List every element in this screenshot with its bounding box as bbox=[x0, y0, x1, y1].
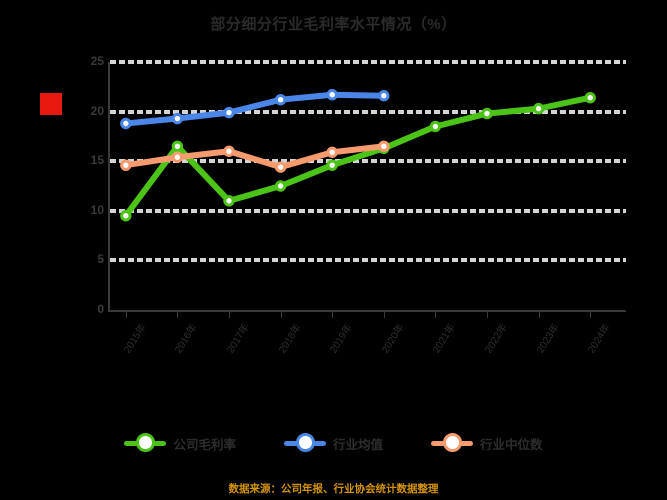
x-axis-tick-mark bbox=[538, 312, 540, 318]
highlight-marker bbox=[40, 93, 62, 115]
legend-label: 公司毛利率 bbox=[173, 437, 236, 452]
x-axis-tick-mark bbox=[383, 312, 385, 318]
gridline bbox=[110, 208, 626, 213]
circle-marker-green bbox=[124, 432, 167, 454]
legend-label: 行业均值 bbox=[332, 437, 383, 452]
x-axis-tick-mark bbox=[590, 312, 592, 318]
y-axis-tick-label: 0 bbox=[97, 302, 104, 316]
x-axis-tick-mark bbox=[487, 312, 488, 318]
y-axis-tick-label: 15 bbox=[90, 153, 104, 168]
chart-legend: 公司毛利率 行业均值 行业中位数 bbox=[0, 432, 667, 454]
legend-item-3[interactable]: 行业中位数 bbox=[431, 432, 543, 454]
legend-dot bbox=[295, 433, 315, 452]
gridline bbox=[110, 258, 626, 263]
y-axis-tick-label: 20 bbox=[90, 103, 104, 118]
legend-dot bbox=[443, 433, 462, 452]
chart-title: 部分细分行业毛利率水平情况（%） bbox=[210, 16, 457, 33]
x-axis-tick-mark bbox=[177, 312, 179, 318]
x-axis-tick-mark bbox=[125, 312, 127, 318]
legend-dot bbox=[136, 433, 156, 452]
x-axis-tick-mark bbox=[280, 312, 282, 318]
x-axis-tick-mark bbox=[435, 312, 437, 318]
y-axis-line bbox=[108, 62, 110, 312]
x-axis-tick-label: 2021年 bbox=[431, 322, 459, 356]
y-axis-tick-label: 5 bbox=[97, 252, 104, 267]
x-axis-tick-label: 2020年 bbox=[380, 322, 407, 356]
x-axis-tick-label: 2016年 bbox=[173, 322, 201, 356]
legend-item-2[interactable]: 行业均值 bbox=[283, 432, 383, 454]
x-axis-tick-label: 2017年 bbox=[225, 322, 252, 356]
x-axis-tick-label: 2019年 bbox=[328, 322, 355, 356]
x-axis-tick-mark bbox=[332, 312, 334, 318]
gridline bbox=[110, 60, 626, 64]
x-axis-tick-label: 2018年 bbox=[276, 322, 304, 356]
x-axis-tick-mark bbox=[229, 312, 230, 318]
circle-marker-orange bbox=[431, 432, 473, 454]
y-axis-tick-label: 10 bbox=[90, 202, 104, 217]
x-axis-tick-label: 2023年 bbox=[534, 322, 562, 356]
plot-area bbox=[110, 60, 626, 311]
legend-label: 行业中位数 bbox=[480, 437, 543, 452]
y-axis-tick-label: 25 bbox=[90, 54, 104, 68]
legend-item-1[interactable]: 公司毛利率 bbox=[124, 432, 236, 454]
footer-note: 数据来源：公司年报、行业协会统计数据整理 bbox=[228, 483, 439, 495]
gridline bbox=[110, 159, 626, 164]
gridline bbox=[110, 109, 626, 114]
x-axis-line bbox=[108, 310, 626, 312]
circle-marker-blue bbox=[283, 432, 326, 454]
x-axis-tick-label: 2022年 bbox=[483, 322, 510, 356]
x-axis-tick-label: 2024年 bbox=[586, 322, 613, 356]
x-axis-tick-label: 2015年 bbox=[122, 322, 149, 356]
